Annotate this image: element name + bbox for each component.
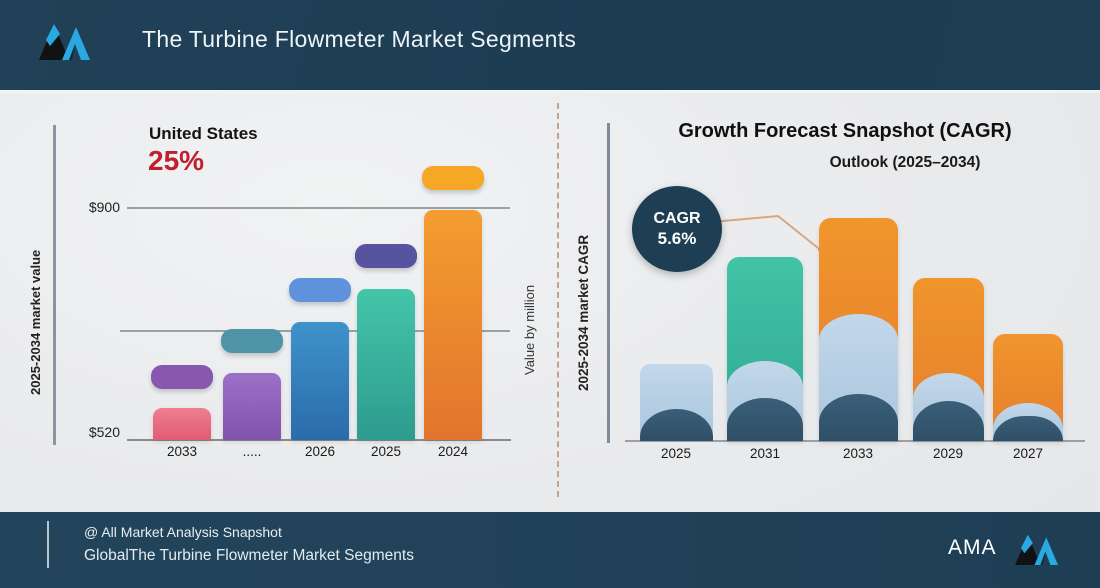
x-tick-label: 2031 — [749, 446, 781, 461]
footer-bar — [0, 512, 1100, 588]
x-tick-label: 2027 — [1012, 446, 1044, 461]
x-tick-label: 2024 — [437, 444, 469, 459]
page-title: The Turbine Flowmeter Market Segments — [142, 26, 577, 52]
y-tick-label-900: $900 — [88, 199, 120, 215]
right-bar-base-segment-2029 — [912, 400, 984, 441]
left-bar-cap-2025 — [355, 244, 417, 269]
left-chart-y-axis-title: 2025-2034 market value — [28, 249, 43, 396]
left-bar-cap-2026 — [289, 277, 351, 302]
left-chart-x-axis — [127, 439, 511, 441]
left-chart-y-axis — [53, 125, 56, 445]
cagr-callout-value: 5.6% — [657, 228, 697, 248]
left-bar-cap-2024 — [422, 166, 484, 191]
cagr-callout-label: CAGR — [653, 209, 701, 227]
right-chart-title: Growth Forecast Snapshot (CAGR) — [678, 120, 1012, 142]
left-chart-right-axis-title: Value by million — [522, 284, 537, 376]
x-tick-label: 2025 — [370, 444, 402, 459]
y-tick-label-520: $520 — [88, 424, 120, 440]
footer-vertical-rule — [47, 521, 49, 568]
gridline-900 — [127, 207, 510, 209]
right-chart-subtitle: Outlook (2025–2034) — [829, 154, 981, 171]
right-bar-base-segment-2031 — [727, 397, 803, 441]
ama-logo-icon — [39, 24, 90, 60]
footer-ama-logo-icon — [1015, 534, 1058, 565]
x-tick-label: 2033 — [842, 446, 874, 461]
panel-divider-dashed-line — [557, 103, 559, 497]
x-tick-label: 2029 — [932, 446, 964, 461]
left-bar-2033 — [153, 408, 211, 440]
x-tick-label: 2033 — [166, 444, 198, 459]
left-bar-cap-2033 — [151, 365, 213, 390]
header-bar: The Turbine Flowmeter Market Segments — [0, 0, 1100, 93]
right-chart-y-axis-title: 2025-2034 market CAGR — [576, 234, 591, 392]
right-chart-y-axis — [607, 123, 610, 443]
left-bar-2024 — [424, 210, 482, 440]
x-tick-label: 2026 — [304, 444, 336, 459]
footer-source-line: @ All Market Analysis Snapshot — [84, 524, 282, 540]
x-tick-label: ..... — [242, 444, 262, 459]
left-bar-..... — [223, 373, 281, 440]
left-bar-2026 — [291, 322, 349, 440]
right-bar-base-segment-2033 — [818, 393, 898, 441]
left-chart-region-label: United States — [149, 124, 258, 143]
cagr-callout-badge: CAGR 5.6% — [632, 186, 722, 272]
left-bar-cap-..... — [221, 328, 283, 353]
x-tick-label: 2025 — [660, 446, 692, 461]
left-chart-highlight-percent: 25% — [148, 145, 205, 176]
left-bar-2025 — [357, 289, 415, 440]
footer-brand-text: AMA — [948, 536, 997, 559]
footer-report-title: GlobalThe Turbine Flowmeter Market Segme… — [84, 547, 414, 564]
